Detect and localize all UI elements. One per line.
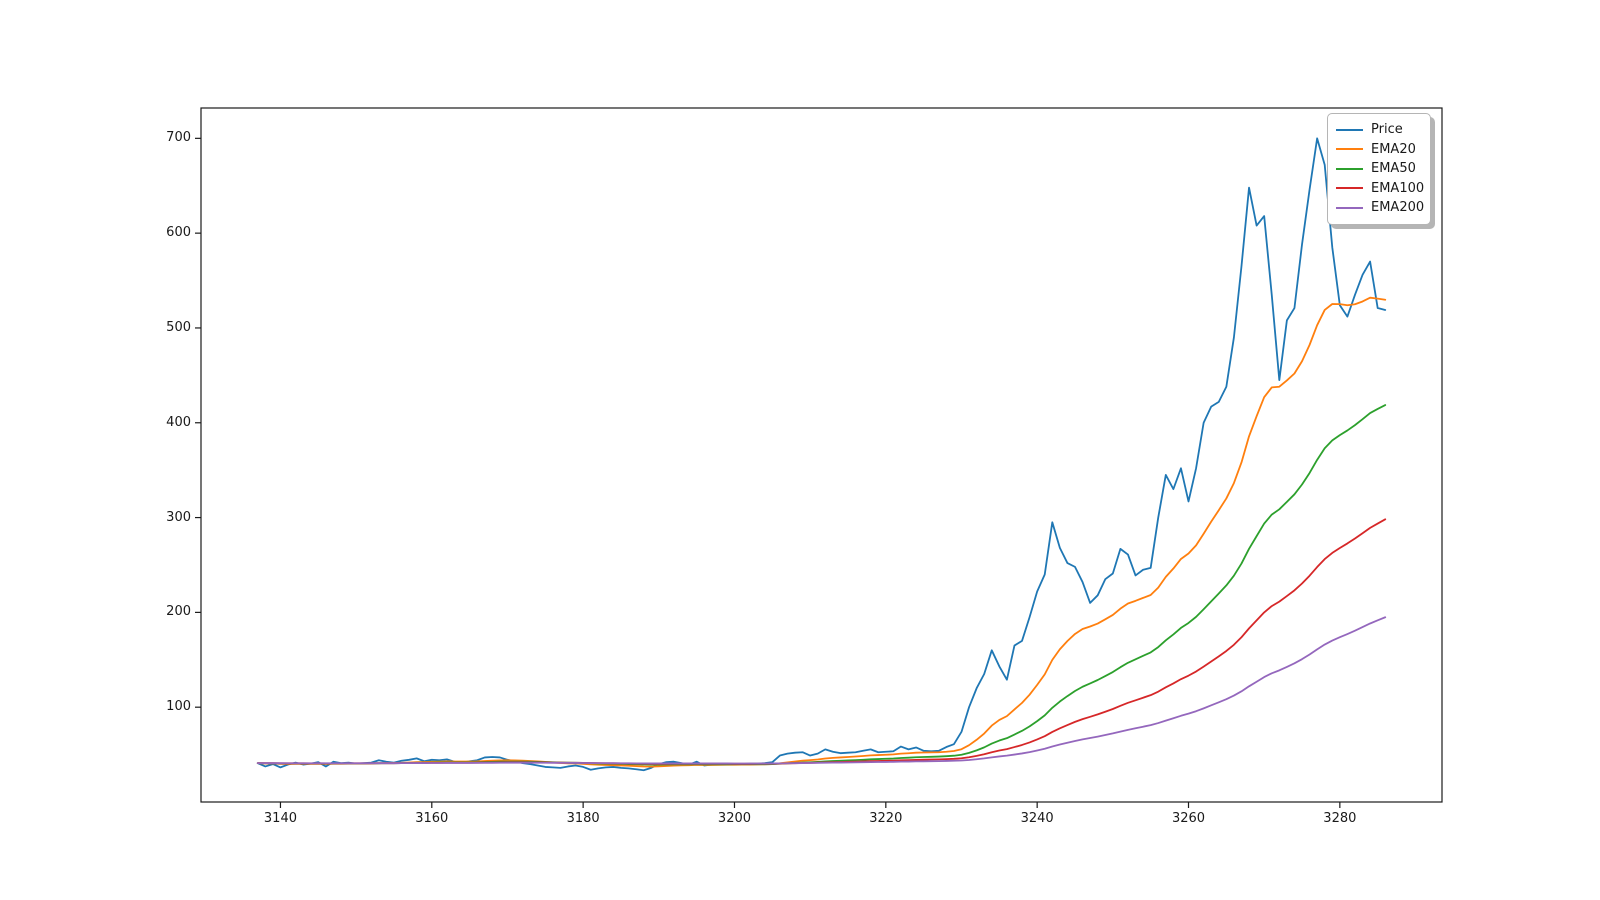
legend-entry-ema20: EMA20 bbox=[1336, 140, 1420, 160]
legend-label: EMA50 bbox=[1371, 161, 1416, 177]
axes-spines bbox=[200, 107, 1443, 803]
x-tick-label: 3160 bbox=[415, 811, 449, 826]
y-tick-label: 300 bbox=[166, 509, 191, 525]
series-line-price bbox=[256, 137, 1387, 772]
legend-label: Price bbox=[1371, 122, 1403, 138]
y-tick-label: 100 bbox=[166, 699, 191, 715]
y-tick-label: 600 bbox=[166, 225, 191, 241]
legend-label: EMA200 bbox=[1371, 200, 1425, 216]
legend: Price EMA20 EMA50 EMA100 EMA200 bbox=[1327, 113, 1431, 225]
x-tick-label: 3140 bbox=[263, 811, 297, 826]
legend-line-swatch-ema50 bbox=[1336, 167, 1363, 170]
legend-label: EMA100 bbox=[1371, 180, 1425, 196]
y-tick-label: 400 bbox=[166, 414, 191, 430]
x-tick-label: 3180 bbox=[566, 811, 600, 826]
legend-line-swatch-ema100 bbox=[1336, 187, 1363, 190]
y-tick-label: 500 bbox=[166, 319, 191, 335]
x-tick-label: 3220 bbox=[869, 811, 903, 826]
legend-line-swatch-ema20 bbox=[1336, 148, 1363, 151]
legend-line-swatch-price bbox=[1336, 128, 1363, 131]
series-line-ema200 bbox=[256, 616, 1387, 765]
x-tick-label: 3200 bbox=[717, 811, 752, 826]
legend-entry-ema100: EMA100 bbox=[1336, 179, 1424, 199]
legend-label: EMA20 bbox=[1371, 141, 1416, 157]
legend-entry-ema200: EMA200 bbox=[1336, 198, 1424, 218]
legend-entry-price: Price bbox=[1336, 120, 1420, 140]
series-line-ema20 bbox=[256, 296, 1387, 768]
x-tick-label: 3240 bbox=[1020, 811, 1054, 826]
legend-entry-ema50: EMA50 bbox=[1336, 159, 1420, 179]
x-tick-label: 3280 bbox=[1323, 811, 1357, 826]
legend-line-swatch-ema200 bbox=[1336, 206, 1363, 209]
y-tick-label: 700 bbox=[166, 130, 191, 146]
y-tick-label: 200 bbox=[166, 604, 191, 620]
x-tick-label: 3260 bbox=[1171, 811, 1206, 826]
